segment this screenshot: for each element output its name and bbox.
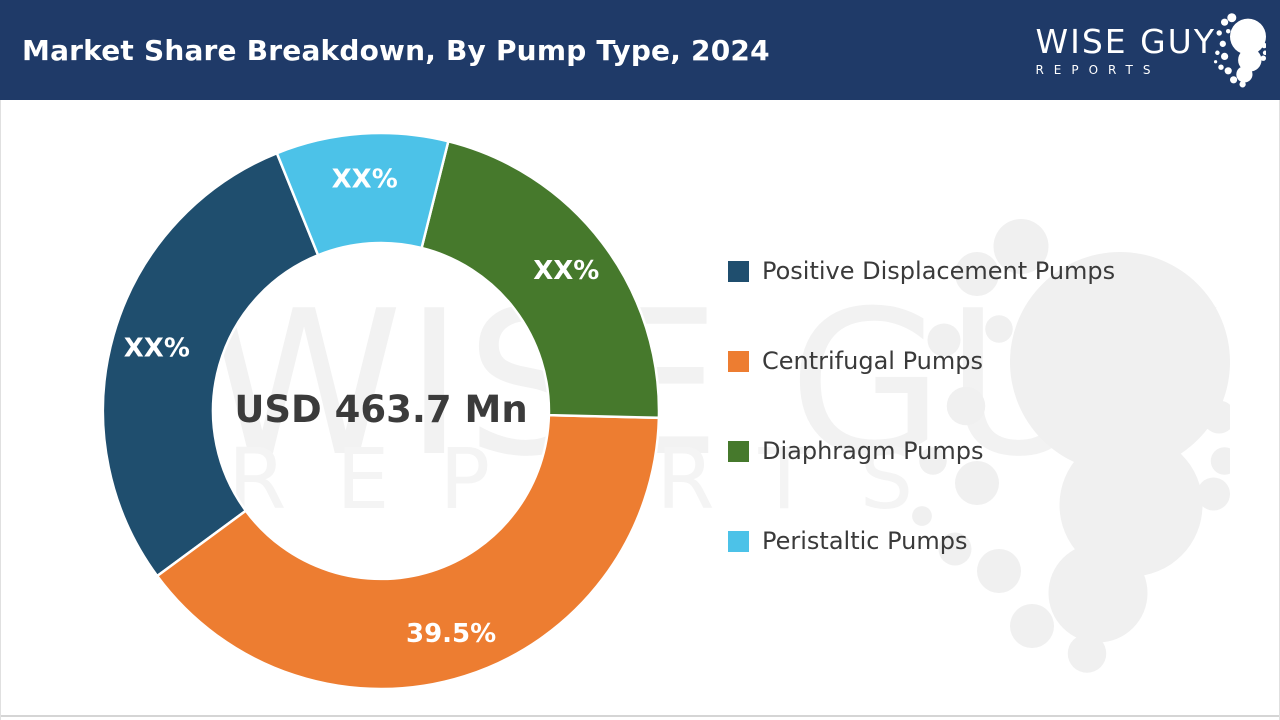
legend-label: Peristaltic Pumps [762, 527, 968, 555]
legend-label: Diaphragm Pumps [762, 437, 984, 465]
donut-segment-3 [275, 131, 450, 257]
legend-item-positive-displacement: Positive Displacement Pumps [728, 255, 1115, 287]
legend: Positive Displacement Pumps Centrifugal … [728, 255, 1115, 615]
legend-item-peristaltic: Peristaltic Pumps [728, 525, 1115, 557]
legend-swatch-diaphragm [728, 440, 749, 462]
wiseguy-face-icon [1213, 13, 1266, 88]
slice-label-0: XX% [124, 334, 190, 364]
legend-swatch-positive-displacement [728, 260, 749, 282]
legend-item-diaphragm: Diaphragm Pumps [728, 435, 1115, 467]
legend-label: Positive Displacement Pumps [762, 257, 1116, 285]
logo-wordmark: WISE GUY [1035, 22, 1216, 61]
logo-subtext: REPORTS [1035, 63, 1161, 77]
bottom-divider [0, 715, 1280, 717]
legend-item-centrifugal: Centrifugal Pumps [728, 345, 1115, 377]
chart-area: WISE GUY REPORTS XX%39.5%XX%XX% USD 463.… [0, 100, 1280, 720]
slice-label-3: XX% [332, 165, 398, 195]
legend-swatch-centrifugal [728, 350, 749, 372]
donut-center-value: USD 463.7 Mn [234, 388, 528, 431]
wiseguy-logo-text: WISE GUY REPORTS [1035, 22, 1216, 78]
page-title: Market Share Breakdown, By Pump Type, 20… [22, 33, 770, 67]
watermark-face-icon [912, 219, 1230, 673]
donut-segment-1 [155, 413, 661, 691]
slice-label-2: XX% [533, 256, 599, 286]
legend-label: Centrifugal Pumps [762, 347, 983, 375]
title-bar: Market Share Breakdown, By Pump Type, 20… [0, 0, 1280, 100]
slice-label-1: 39.5% [406, 619, 496, 649]
wiseguy-logo: WISE GUY REPORTS [1035, 10, 1266, 92]
legend-swatch-peristaltic [728, 530, 749, 552]
donut-chart: XX% 39.5% XX% XX% [101, 131, 661, 691]
donut-segment-2 [420, 139, 661, 420]
donut-segment-0 [101, 151, 320, 578]
